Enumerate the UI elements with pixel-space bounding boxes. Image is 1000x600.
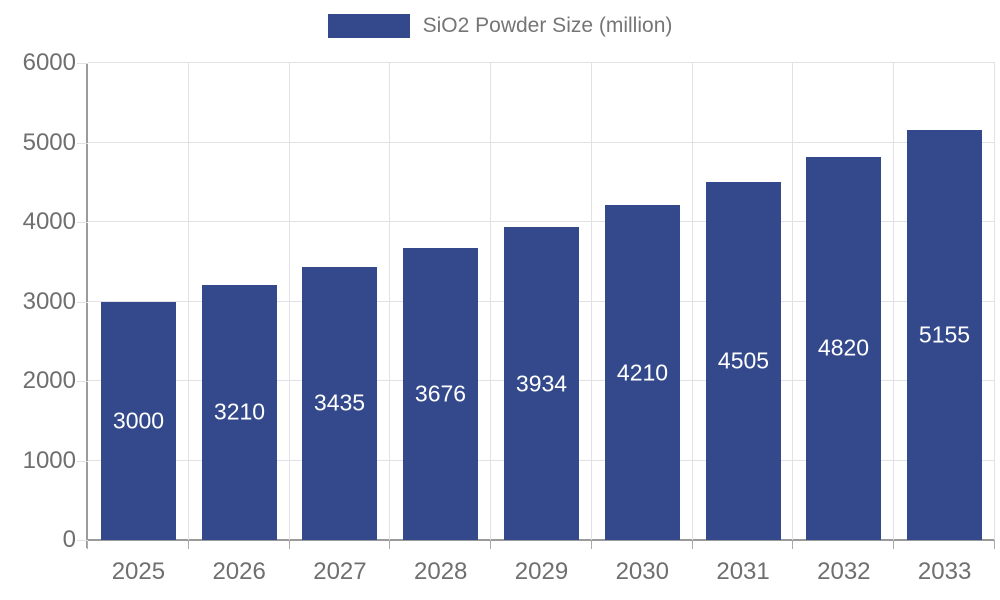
gridline-vertical <box>692 63 693 540</box>
bar-value-label: 3934 <box>515 370 568 397</box>
plot-area: 3000 3210 3435 3676 3934 4210 4505 4820 5155 <box>88 62 995 540</box>
y-tick-label: 0 <box>62 526 76 553</box>
gridline-vertical <box>994 63 995 540</box>
gridline-vertical <box>188 63 189 540</box>
bar-value-label: 3000 <box>112 407 165 434</box>
y-tick-label: 1000 <box>22 446 76 474</box>
x-tick-mark <box>188 541 189 549</box>
x-tick-mark <box>87 541 88 549</box>
x-tick-label-2025: 2025 <box>111 558 166 585</box>
x-tick-label-2028: 2028 <box>414 558 468 585</box>
bar-2033: 5155 <box>907 130 982 540</box>
bar-value-label: 5155 <box>918 321 971 348</box>
x-tick-mark <box>893 541 894 549</box>
gridline-vertical <box>289 63 290 540</box>
bar-2029: 3934 <box>504 227 579 540</box>
y-tick-mark <box>77 63 88 64</box>
x-tick-label-2026: 2026 <box>212 558 266 585</box>
x-tick-mark <box>389 541 390 549</box>
y-tick-mark <box>77 142 88 144</box>
y-tick-mark <box>77 381 88 382</box>
gridline-vertical <box>591 63 592 540</box>
x-axis-line <box>88 539 995 541</box>
bar-value-label: 3210 <box>213 398 266 425</box>
y-tick-label: 3000 <box>22 287 76 315</box>
x-tick-label-2027: 2027 <box>313 558 367 585</box>
x-tick-label-2031: 2031 <box>716 558 770 585</box>
bar-2028: 3676 <box>403 247 478 540</box>
legend[interactable]: SiO2 Powder Size (million) <box>0 14 1000 38</box>
x-tick-mark <box>591 541 592 549</box>
y-tick-label: 2000 <box>22 367 76 394</box>
x-tick-mark <box>490 541 491 549</box>
x-tick-label-2033: 2033 <box>917 558 972 585</box>
y-tick-mark <box>77 222 88 223</box>
gridline-vertical <box>893 63 894 540</box>
x-tick-label-2032: 2032 <box>817 558 871 585</box>
y-tick-mark <box>77 460 88 462</box>
x-tick-label-2029: 2029 <box>514 558 569 585</box>
gridline-vertical <box>389 63 390 540</box>
bar-value-label: 4505 <box>717 347 770 374</box>
bar-value-label: 3676 <box>414 380 467 407</box>
bar-2027: 3435 <box>302 266 377 540</box>
legend-swatch <box>327 14 410 38</box>
gridline-horizontal <box>88 141 995 143</box>
x-tick-label-2030: 2030 <box>615 558 669 585</box>
bar-value-label: 4210 <box>616 359 669 386</box>
y-axis-line <box>86 63 88 548</box>
y-tick-mark <box>77 540 88 541</box>
gridline-horizontal <box>88 62 995 63</box>
bar-2026: 3210 <box>202 284 277 540</box>
bar-value-label: 4820 <box>817 334 870 361</box>
gridline-vertical <box>792 63 793 540</box>
x-tick-mark <box>792 541 793 549</box>
bar-value-label: 3435 <box>313 389 366 416</box>
bar-2025: 3000 <box>101 301 176 540</box>
x-tick-mark <box>692 541 693 549</box>
x-tick-mark <box>289 541 290 549</box>
bar-2031: 4505 <box>706 181 781 540</box>
y-tick-label: 5000 <box>22 128 76 156</box>
y-tick-label: 4000 <box>22 208 76 235</box>
y-tick-label: 6000 <box>22 49 76 76</box>
x-tick-mark <box>994 541 995 549</box>
gridline-horizontal <box>88 221 995 222</box>
gridline-vertical <box>490 63 491 540</box>
bar-2032: 4820 <box>806 156 881 540</box>
bar-2030: 4210 <box>605 205 680 540</box>
legend-label: SiO2 Powder Size (million) <box>422 14 673 37</box>
y-tick-mark <box>77 301 88 303</box>
